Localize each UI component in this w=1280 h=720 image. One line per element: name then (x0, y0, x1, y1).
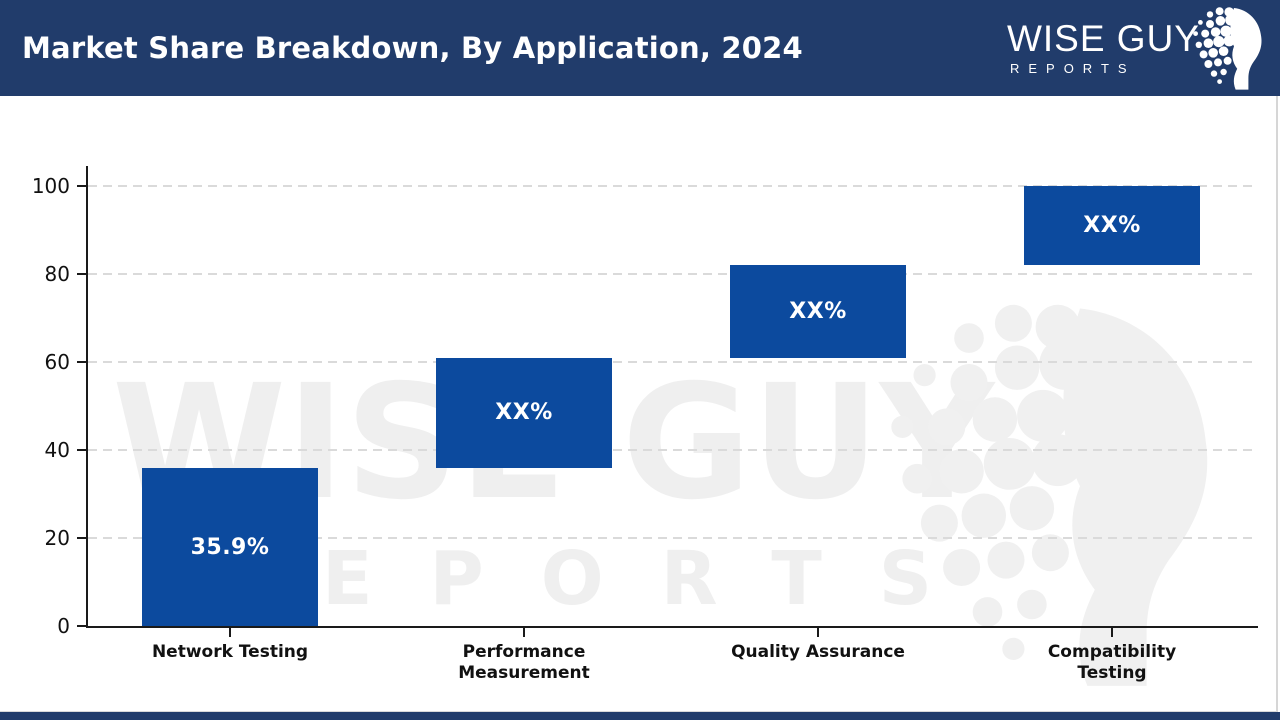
header-banner: Market Share Breakdown, By Application, … (0, 0, 1280, 96)
logo-wordmark: WISE GUY (1006, 18, 1200, 59)
x-category-label: Network Testing (100, 642, 360, 663)
logo-text: WISE GUY REPORTS (1006, 18, 1200, 77)
y-axis-tick-label: 0 (57, 614, 70, 638)
gridline (88, 273, 1258, 275)
y-axis-tick (77, 273, 86, 275)
x-category-label-line: Network Testing (151, 642, 309, 662)
y-axis-tick (77, 537, 86, 539)
x-axis-tick (229, 628, 231, 637)
gridline (88, 449, 1258, 451)
y-axis-tick-label: 40 (44, 438, 70, 462)
y-axis-tick-label: 80 (44, 262, 70, 286)
bar-segment: XX% (1024, 186, 1200, 266)
y-axis-tick-label: 100 (31, 174, 70, 198)
y-axis-tick-label: 60 (44, 350, 70, 374)
y-axis-tick (77, 361, 86, 363)
plot-area: 0 20 40 60 80 100 35.9% Network Testing XX% Perfo… (32, 166, 1258, 683)
y-axis-tick-label: 20 (44, 526, 70, 550)
bar-value-label: XX% (1083, 213, 1141, 239)
y-axis-tick (77, 449, 86, 451)
x-category-label-line: Performance (462, 642, 586, 662)
bar-value-label: XX% (789, 298, 847, 324)
y-axis-tick (77, 625, 86, 627)
logo-subtitle: REPORTS (1009, 61, 1136, 76)
x-category-label: Quality Assurance (688, 642, 948, 663)
x-category-label-line: Compatibility (1047, 642, 1177, 662)
gridline (88, 537, 1258, 539)
bar-segment: XX% (730, 265, 906, 358)
x-category-label: Compatibility Testing (982, 642, 1242, 684)
bar-value-label: XX% (495, 400, 553, 426)
x-category-label: Performance Measurement (394, 642, 654, 684)
x-axis-line (86, 626, 1258, 628)
gridline (88, 185, 1258, 187)
x-category-label-line: Measurement (458, 663, 590, 683)
bar-segment: XX% (436, 357, 612, 469)
page-title: Market Share Breakdown, By Application, … (22, 31, 803, 65)
x-axis-tick (1111, 628, 1113, 637)
bar-segment: 35.9% (142, 468, 318, 626)
x-category-label-line: Testing (1077, 663, 1147, 683)
y-axis-line (86, 166, 88, 628)
wise-guy-reports-logo: WISE GUY REPORTS (1007, 4, 1266, 92)
gridline (88, 361, 1258, 363)
y-axis-tick (77, 185, 86, 187)
x-axis-tick (817, 628, 819, 637)
x-axis-tick (523, 628, 525, 637)
bar-value-label: 35.9% (190, 534, 270, 560)
x-category-label-line: Quality Assurance (731, 642, 905, 662)
watermark-subtext: REPORTS (208, 536, 990, 622)
footer-bar (0, 712, 1280, 720)
